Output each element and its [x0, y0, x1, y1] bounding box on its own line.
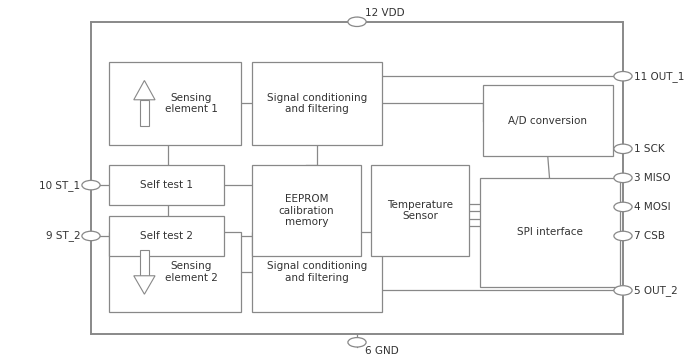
Polygon shape: [134, 276, 155, 294]
Circle shape: [82, 231, 100, 241]
Text: A/D conversion: A/D conversion: [508, 116, 587, 126]
Text: Temperature
Sensor: Temperature Sensor: [387, 200, 453, 221]
Text: 3 MISO: 3 MISO: [634, 173, 670, 183]
Text: 11 OUT_1: 11 OUT_1: [634, 71, 684, 82]
Text: 9 ST_2: 9 ST_2: [46, 231, 80, 241]
Text: Self test 2: Self test 2: [140, 231, 192, 241]
Circle shape: [348, 338, 366, 347]
Bar: [108, 216, 224, 256]
Bar: [252, 62, 382, 145]
Bar: [108, 62, 241, 145]
Circle shape: [614, 72, 632, 81]
Bar: [483, 85, 612, 156]
Text: Sensing
element 2: Sensing element 2: [164, 261, 218, 283]
Circle shape: [614, 202, 632, 212]
Text: Self test 1: Self test 1: [140, 180, 192, 190]
Bar: [371, 165, 469, 256]
Circle shape: [614, 144, 632, 154]
Text: 12 VDD: 12 VDD: [365, 8, 405, 18]
Text: 1 SCK: 1 SCK: [634, 144, 664, 154]
Bar: [252, 232, 382, 312]
Text: 4 MOSI: 4 MOSI: [634, 202, 670, 212]
Text: Signal conditioning
and filtering: Signal conditioning and filtering: [267, 261, 367, 283]
Text: EEPROM
calibration
memory: EEPROM calibration memory: [279, 194, 334, 227]
Text: SPI interface: SPI interface: [517, 227, 582, 237]
Text: 5 OUT_2: 5 OUT_2: [634, 285, 678, 296]
Text: 10 ST_1: 10 ST_1: [39, 180, 80, 191]
Text: Signal conditioning
and filtering: Signal conditioning and filtering: [267, 93, 367, 114]
Bar: [108, 165, 224, 205]
Bar: [139, 100, 149, 126]
Bar: [108, 232, 241, 312]
Text: Sensing
element 1: Sensing element 1: [164, 93, 218, 114]
Circle shape: [614, 231, 632, 241]
Text: 7 CSB: 7 CSB: [634, 231, 664, 241]
Text: 6 GND: 6 GND: [365, 346, 399, 356]
Bar: [252, 165, 360, 256]
Circle shape: [614, 286, 632, 295]
Circle shape: [614, 173, 632, 183]
Bar: [91, 22, 623, 334]
Bar: [139, 250, 149, 276]
Bar: [480, 178, 620, 287]
Circle shape: [348, 17, 366, 26]
Circle shape: [82, 180, 100, 190]
Polygon shape: [134, 81, 155, 100]
